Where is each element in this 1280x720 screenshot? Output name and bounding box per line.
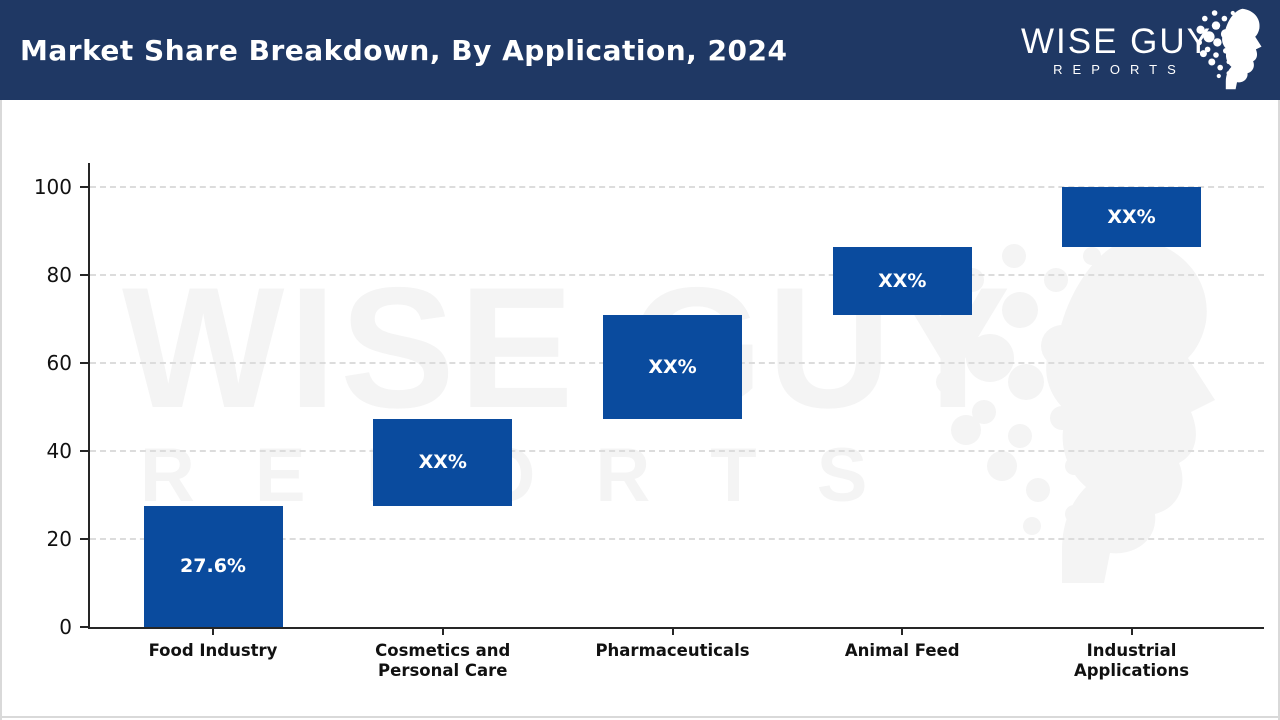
frame-bottom-border: [0, 716, 1280, 718]
x-axis-tick: [901, 627, 904, 635]
logo-subtext: REPORTS: [1053, 61, 1186, 77]
y-gridline: [90, 186, 1264, 188]
y-axis-tick: [80, 362, 88, 364]
y-gridline: [90, 450, 1264, 452]
y-axis-tick: [80, 538, 88, 540]
y-axis-tick-label: 20: [46, 527, 72, 551]
bar-segment: XX%: [832, 246, 972, 316]
wiseguy-logo-text: WISE GUY REPORTS: [1020, 21, 1212, 77]
x-axis-category-label: Pharmaceuticals: [595, 641, 750, 660]
y-axis-tick: [80, 186, 88, 188]
x-axis-tick: [1130, 627, 1133, 635]
wiseguy-logo: WISE GUY REPORTS: [1021, 6, 1280, 94]
bar-value-label: XX%: [648, 356, 697, 379]
x-axis-category-label: Cosmetics and Personal Care: [375, 641, 511, 680]
y-axis-tick-label: 60: [46, 351, 72, 375]
bar-segment: 27.6%: [143, 505, 283, 627]
bar-value-label: XX%: [878, 269, 927, 292]
bar-segment: XX%: [373, 419, 513, 506]
x-axis-tick: [671, 627, 674, 635]
y-gridline: [90, 538, 1264, 540]
frame-left-border: [0, 100, 2, 720]
chart-plot-area: 0 20 40 60 80 100 27.6% Food Industry XX% Cosmeti…: [34, 163, 1264, 680]
page-title: Market Share Breakdown, By Application, …: [20, 33, 788, 67]
y-axis-tick: [80, 274, 88, 276]
bar-value-label: 27.6%: [180, 555, 246, 578]
x-axis-tick: [212, 627, 214, 635]
bar-value-label: XX%: [418, 451, 467, 474]
x-axis-category-label: Industrial Applications: [1073, 641, 1190, 680]
bar-value-label: XX%: [1107, 205, 1156, 228]
y-axis-tick: [80, 626, 88, 628]
y-axis-tick-label: 100: [33, 175, 72, 199]
y-axis-tick-label: 40: [46, 439, 72, 463]
x-axis-category-label: Animal Feed: [844, 641, 960, 660]
x-axis-tick: [441, 627, 444, 635]
watermark-face-icon: [930, 222, 1230, 594]
wiseguy-face-icon: [1194, 6, 1266, 94]
logo-wordmark: WISE GUY: [1020, 21, 1212, 61]
bar-segment: XX%: [1062, 187, 1201, 247]
bar-segment: XX%: [603, 315, 742, 420]
y-axis-tick: [80, 450, 88, 452]
y-gridline: [90, 274, 1264, 276]
header-bar: Market Share Breakdown, By Application, …: [0, 0, 1280, 100]
x-axis-category-label: Food Industry: [148, 641, 278, 660]
frame-right-border: [1278, 100, 1280, 720]
y-axis-tick-label: 0: [59, 615, 72, 639]
y-axis-tick-label: 80: [46, 263, 72, 287]
